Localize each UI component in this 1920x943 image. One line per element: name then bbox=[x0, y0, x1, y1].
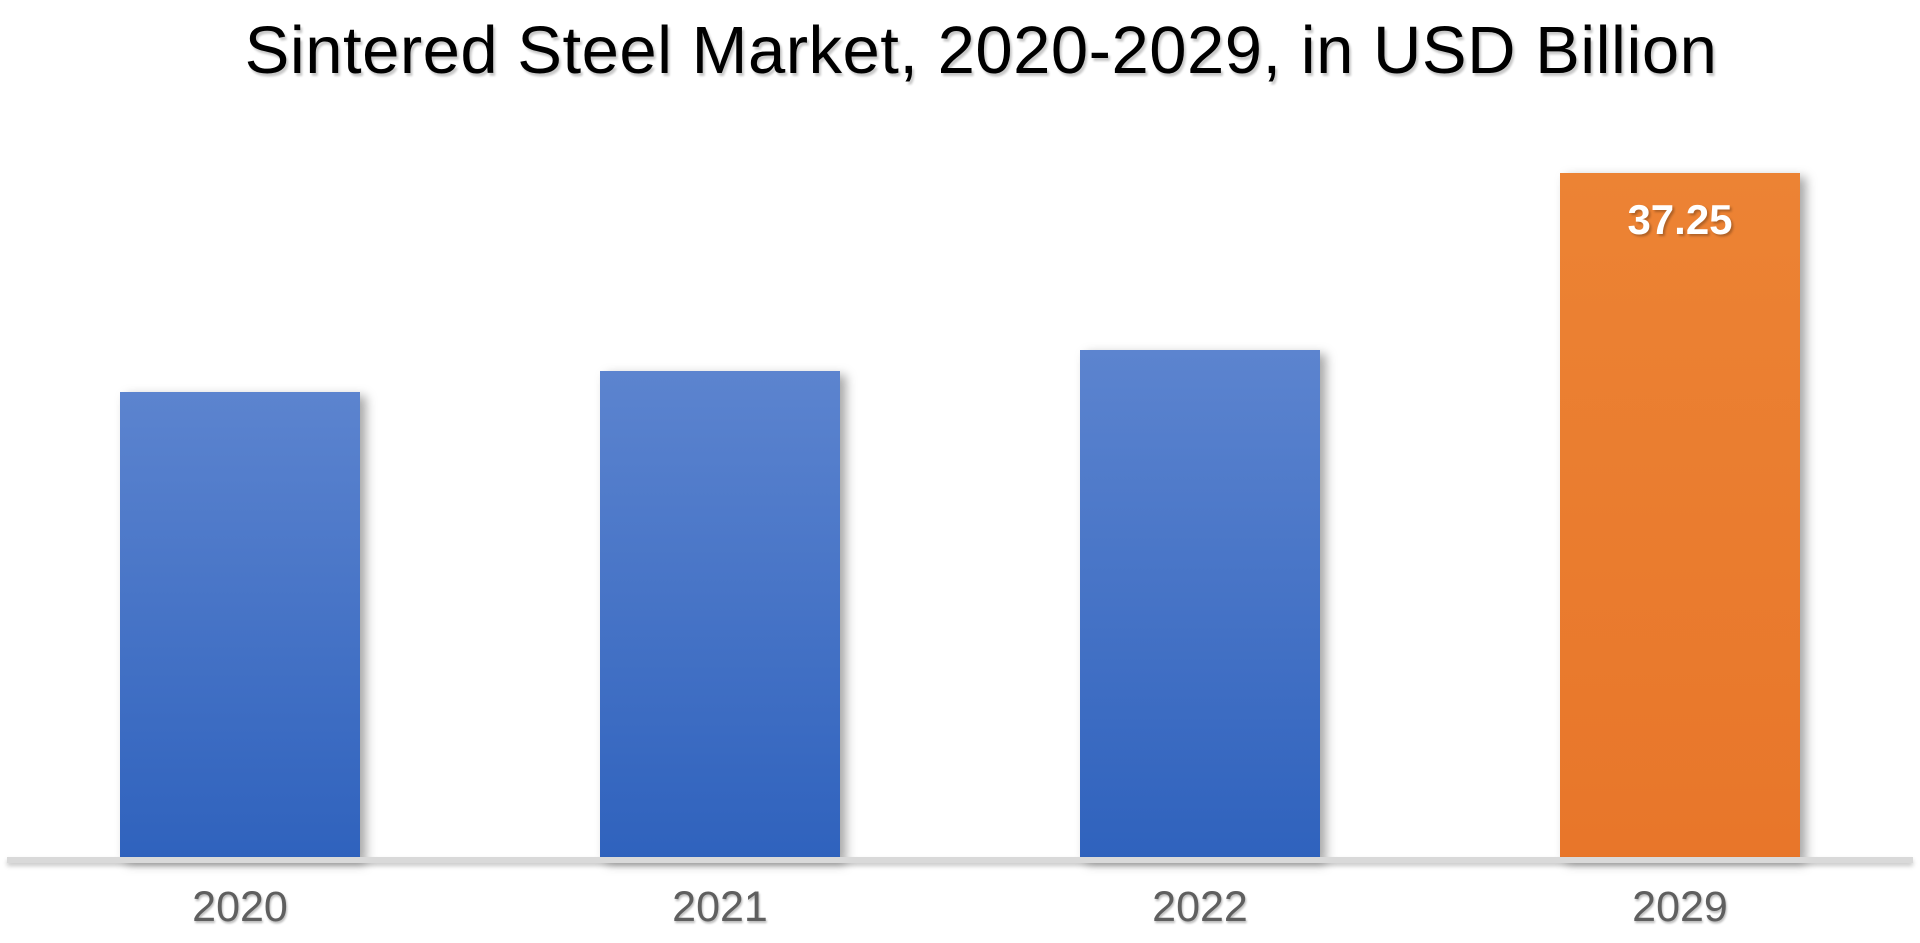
bar-2020 bbox=[120, 391, 360, 860]
plot-area: 37.25 bbox=[0, 173, 1920, 860]
bar-slot bbox=[480, 173, 960, 860]
x-tick-label-2022: 2022 bbox=[1152, 883, 1248, 931]
x-axis-labels: 2020 2021 2022 2029 bbox=[0, 886, 1920, 929]
bar-2029: 37.25 bbox=[1560, 173, 1800, 860]
bar-slot bbox=[960, 173, 1440, 860]
bar-slot: 37.25 bbox=[1440, 173, 1920, 860]
x-tick-label-2029: 2029 bbox=[1632, 883, 1728, 931]
bar-data-label: 37.25 bbox=[1627, 196, 1733, 243]
bar-2022 bbox=[1080, 350, 1320, 860]
bar-slot bbox=[0, 173, 480, 860]
x-axis-line bbox=[7, 857, 1913, 863]
x-tick-label-2021: 2021 bbox=[672, 883, 768, 931]
bar-2021 bbox=[600, 371, 840, 860]
x-tick-label-2020: 2020 bbox=[192, 883, 288, 931]
chart-title: Sintered Steel Market, 2020-2029, in USD… bbox=[244, 13, 1718, 88]
